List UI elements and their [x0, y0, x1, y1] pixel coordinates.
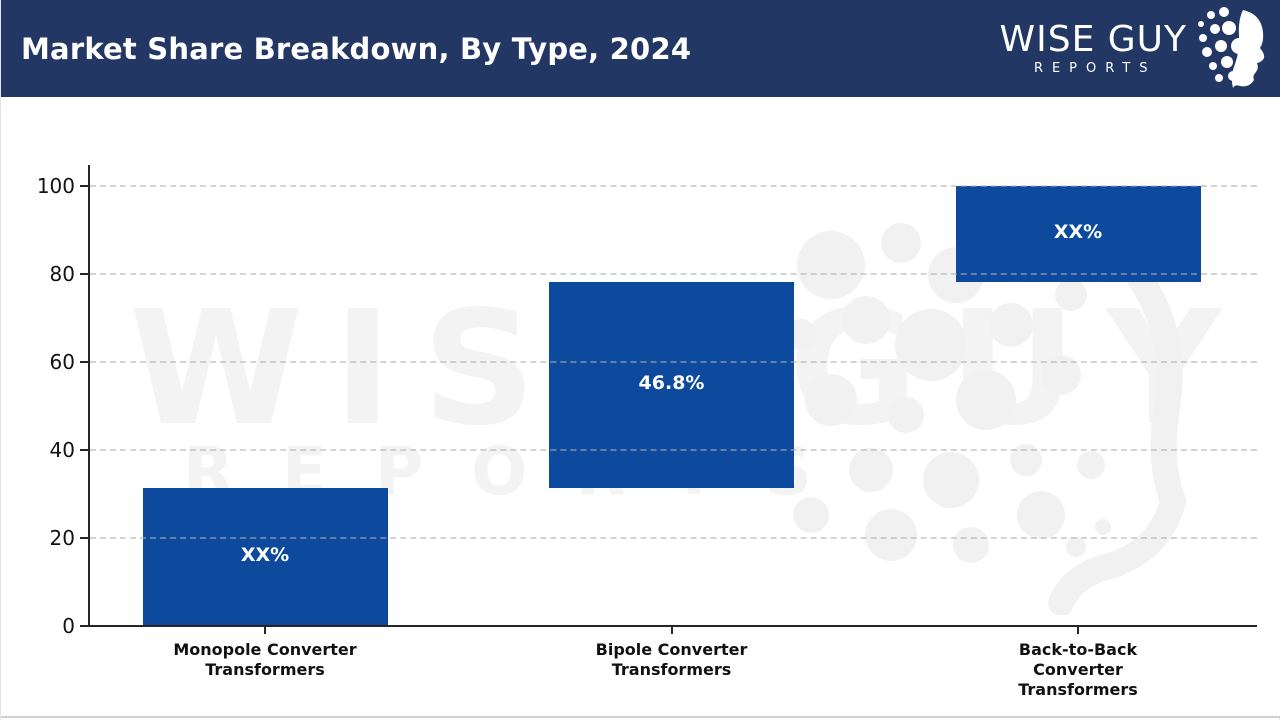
y-tick-label-100: 100: [36, 174, 75, 199]
y-tick-60: [80, 360, 88, 363]
bar-2: [549, 282, 794, 488]
bar-1: [142, 487, 388, 626]
gridline-100: [90, 185, 1257, 188]
category-label-1: Monopole Converter Transformers: [173, 639, 357, 679]
x-tick-3: [1077, 626, 1079, 634]
y-tick-0: [80, 624, 88, 627]
logo-text: WISE GUY REPORTS: [999, 19, 1188, 76]
page-title: Market Share Breakdown, By Type, 2024: [21, 31, 692, 66]
watermark-face-dots-icon: [785, 222, 1187, 615]
header-bar: Market Share Breakdown, By Type, 2024 WI…: [1, 0, 1280, 97]
wiseguy-logo: WISE GUY REPORTS: [1000, 6, 1268, 92]
logo-name: WISE GUY: [999, 19, 1187, 60]
y-tick-40: [80, 448, 88, 451]
gridline-80: [90, 273, 1257, 276]
category-label-2: Bipole Converter Transformers: [595, 639, 748, 679]
y-tick-label-0: 0: [62, 613, 75, 638]
x-axis-line: [88, 624, 1257, 627]
bar-value-label-2: 46.8%: [638, 371, 705, 394]
bar-3: [955, 186, 1201, 283]
y-tick-label-80: 80: [49, 262, 75, 287]
y-tick-80: [80, 273, 88, 276]
bar-value-label-1: XX%: [240, 543, 290, 566]
category-label-3: Back-to-Back Converter Transformers: [1018, 639, 1138, 699]
y-tick-100: [80, 185, 88, 188]
bottom-divider: [1, 716, 1280, 718]
x-tick-1: [264, 626, 266, 634]
y-tick-label-60: 60: [49, 349, 75, 374]
logo-face-dots-icon: [1198, 6, 1265, 88]
y-tick-label-20: 20: [49, 525, 75, 550]
gridline-60: [90, 360, 1257, 363]
bar-value-label-3: XX%: [1053, 221, 1103, 244]
y-axis-line: [88, 165, 90, 627]
y-tick-20: [80, 536, 88, 539]
gridline-40: [90, 448, 1257, 451]
y-tick-label-40: 40: [49, 437, 75, 462]
logo-subtitle: REPORTS: [1033, 61, 1157, 76]
gridline-20: [90, 536, 1257, 539]
chart-area: WISE GUY REPORTS 0 20 40 60 80 100 XX% Monopole…: [1, 97, 1280, 717]
x-tick-2: [670, 626, 673, 634]
